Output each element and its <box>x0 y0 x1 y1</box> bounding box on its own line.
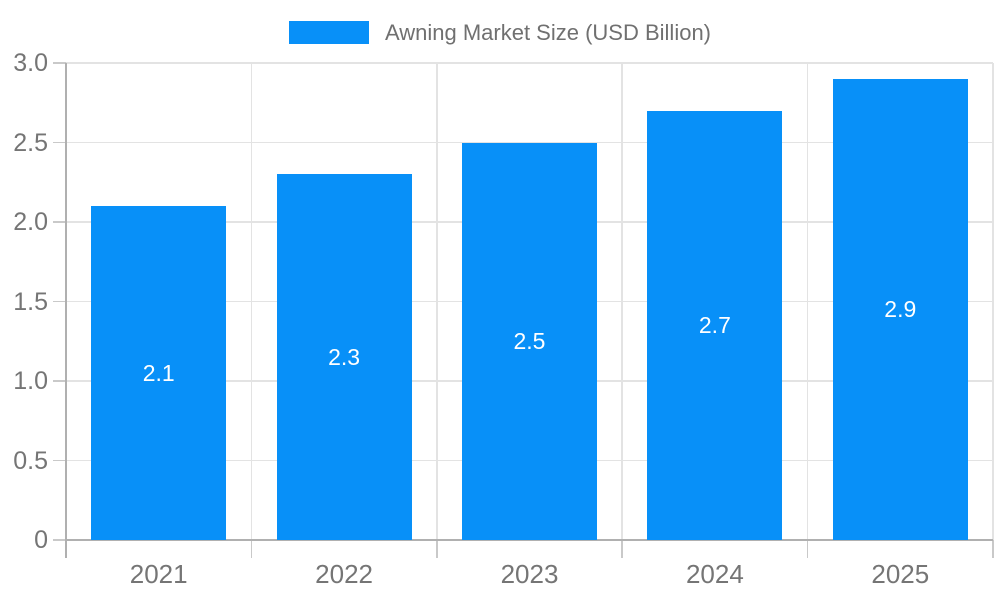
bar <box>91 206 227 540</box>
x-tick-label: 2023 <box>500 559 559 589</box>
x-tick <box>436 540 438 558</box>
y-tick-label: 2.0 <box>13 208 48 236</box>
x-tick-label: 2024 <box>685 559 744 589</box>
gridline-x <box>806 63 809 540</box>
bar <box>647 110 783 540</box>
x-tick <box>621 540 623 558</box>
x-tick <box>806 540 809 558</box>
bar-value-label: 2.1 <box>142 360 175 387</box>
gridline-x <box>621 63 623 540</box>
bar-value-label: 2.5 <box>513 328 546 355</box>
y-tick <box>53 221 66 223</box>
y-tick-label: 3.0 <box>13 49 48 77</box>
y-tick-label: 2.5 <box>13 128 48 157</box>
y-tick <box>53 380 66 382</box>
x-axis-line <box>66 539 993 541</box>
y-tick-label: 1.5 <box>13 287 48 316</box>
gridline-x <box>250 63 253 540</box>
gridline-y <box>66 62 993 64</box>
bar-value-label: 2.7 <box>698 312 731 339</box>
bar-value-label: 2.9 <box>884 296 917 323</box>
bar <box>276 174 412 540</box>
gridline-x <box>992 63 994 540</box>
x-tick-label: 2025 <box>871 559 930 589</box>
gridline-x <box>436 63 438 540</box>
y-tick <box>53 459 66 462</box>
y-axis-line <box>65 63 67 558</box>
bar-value-label: 2.3 <box>328 344 361 371</box>
legend-label: Awning Market Size (USD Billion) <box>384 19 712 45</box>
x-tick <box>250 540 253 558</box>
bar <box>462 142 597 540</box>
bar <box>832 78 968 540</box>
y-tick-label: 0.5 <box>13 446 48 475</box>
y-tick <box>53 141 66 144</box>
x-tick-label: 2021 <box>129 559 188 589</box>
legend: Awning Market Size (USD Billion) <box>0 20 1000 45</box>
legend-swatch <box>288 21 369 44</box>
x-tick <box>992 540 994 558</box>
y-tick <box>53 62 66 64</box>
y-tick <box>53 300 66 303</box>
y-tick-label: 1.0 <box>13 367 48 395</box>
x-tick-label: 2022 <box>315 559 373 589</box>
y-tick-label: 0 <box>34 526 48 554</box>
y-tick <box>53 539 66 541</box>
